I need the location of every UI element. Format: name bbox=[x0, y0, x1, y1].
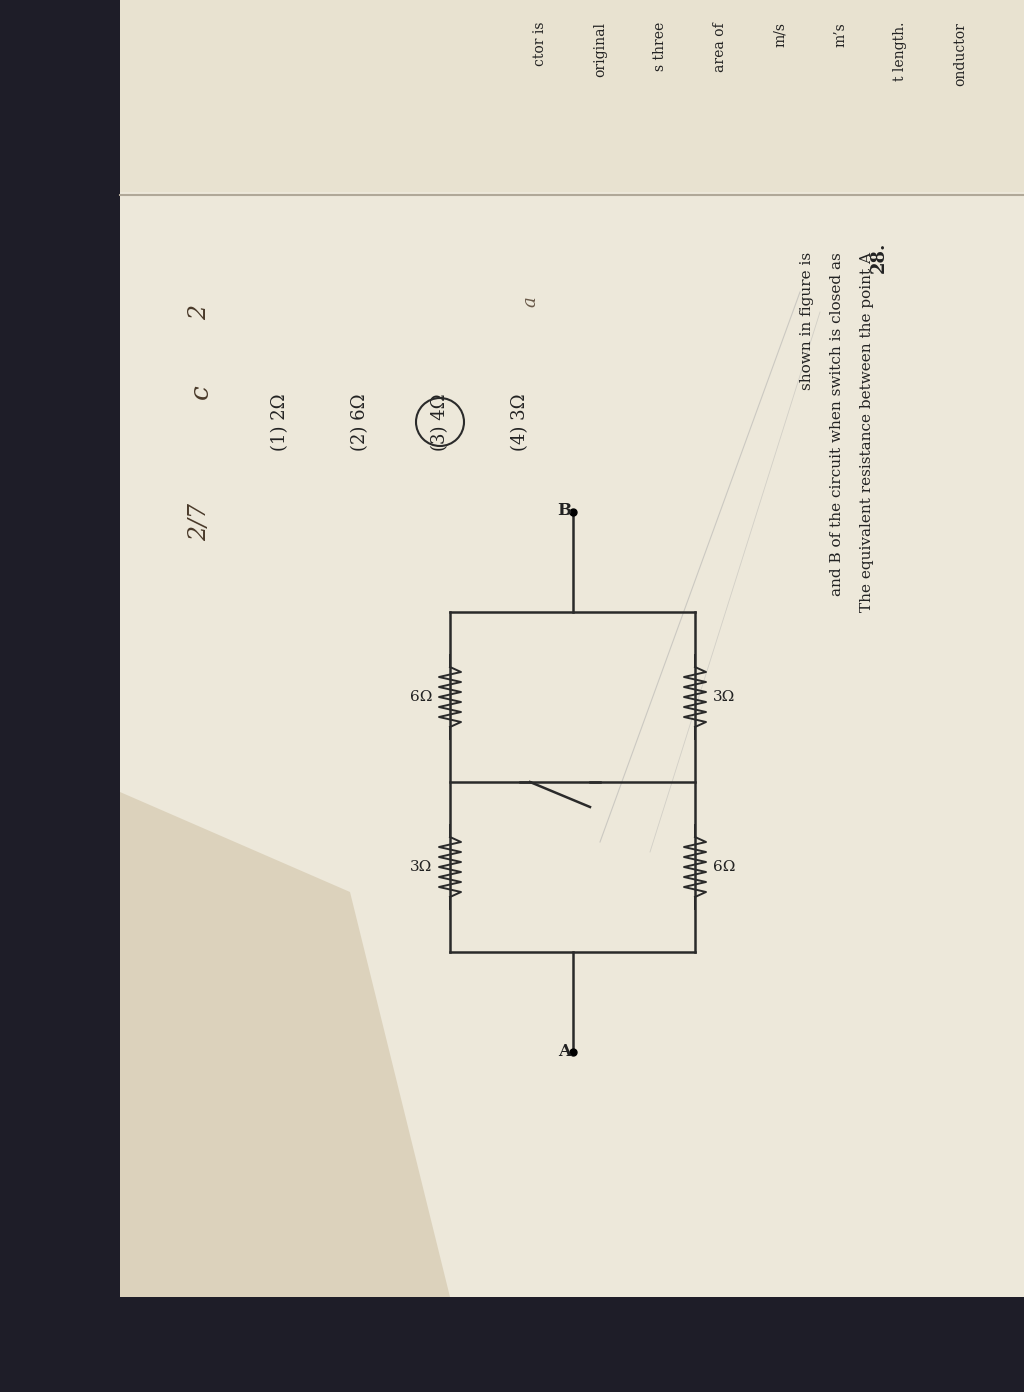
Text: A: A bbox=[558, 1043, 571, 1059]
Text: 2: 2 bbox=[188, 305, 212, 320]
Text: m/s: m/s bbox=[773, 22, 787, 47]
Text: 28.: 28. bbox=[870, 242, 888, 273]
Text: (3) 4Ω: (3) 4Ω bbox=[431, 393, 449, 451]
Bar bbox=[120, 0, 1024, 1297]
Text: area of: area of bbox=[713, 22, 727, 71]
Text: s three: s three bbox=[653, 22, 667, 71]
Bar bbox=[0, 0, 120, 1392]
Text: c: c bbox=[187, 384, 213, 400]
Bar bbox=[120, 0, 1024, 192]
Text: original: original bbox=[593, 22, 607, 77]
Text: t length.: t length. bbox=[893, 22, 907, 81]
Text: m’s: m’s bbox=[833, 22, 847, 47]
Text: shown in figure is: shown in figure is bbox=[800, 252, 814, 390]
Text: 6Ω: 6Ω bbox=[713, 860, 735, 874]
Text: ctor is: ctor is bbox=[534, 22, 547, 67]
Text: (4) 3Ω: (4) 3Ω bbox=[511, 393, 529, 451]
Text: 3Ω: 3Ω bbox=[713, 690, 735, 704]
Text: onductor: onductor bbox=[953, 22, 967, 86]
Text: 2/7: 2/7 bbox=[188, 503, 212, 541]
Polygon shape bbox=[120, 792, 450, 1297]
Bar bbox=[0, 1297, 1024, 1392]
Text: B: B bbox=[557, 503, 571, 519]
Text: and B of the circuit when switch is closed as: and B of the circuit when switch is clos… bbox=[830, 252, 844, 596]
Text: The equivalent resistance between the point A: The equivalent resistance between the po… bbox=[860, 252, 874, 612]
Text: 3Ω: 3Ω bbox=[410, 860, 432, 874]
Text: 6Ω: 6Ω bbox=[410, 690, 432, 704]
Text: a: a bbox=[521, 296, 539, 308]
Text: (1) 2Ω: (1) 2Ω bbox=[271, 393, 289, 451]
Text: (2) 6Ω: (2) 6Ω bbox=[351, 393, 369, 451]
